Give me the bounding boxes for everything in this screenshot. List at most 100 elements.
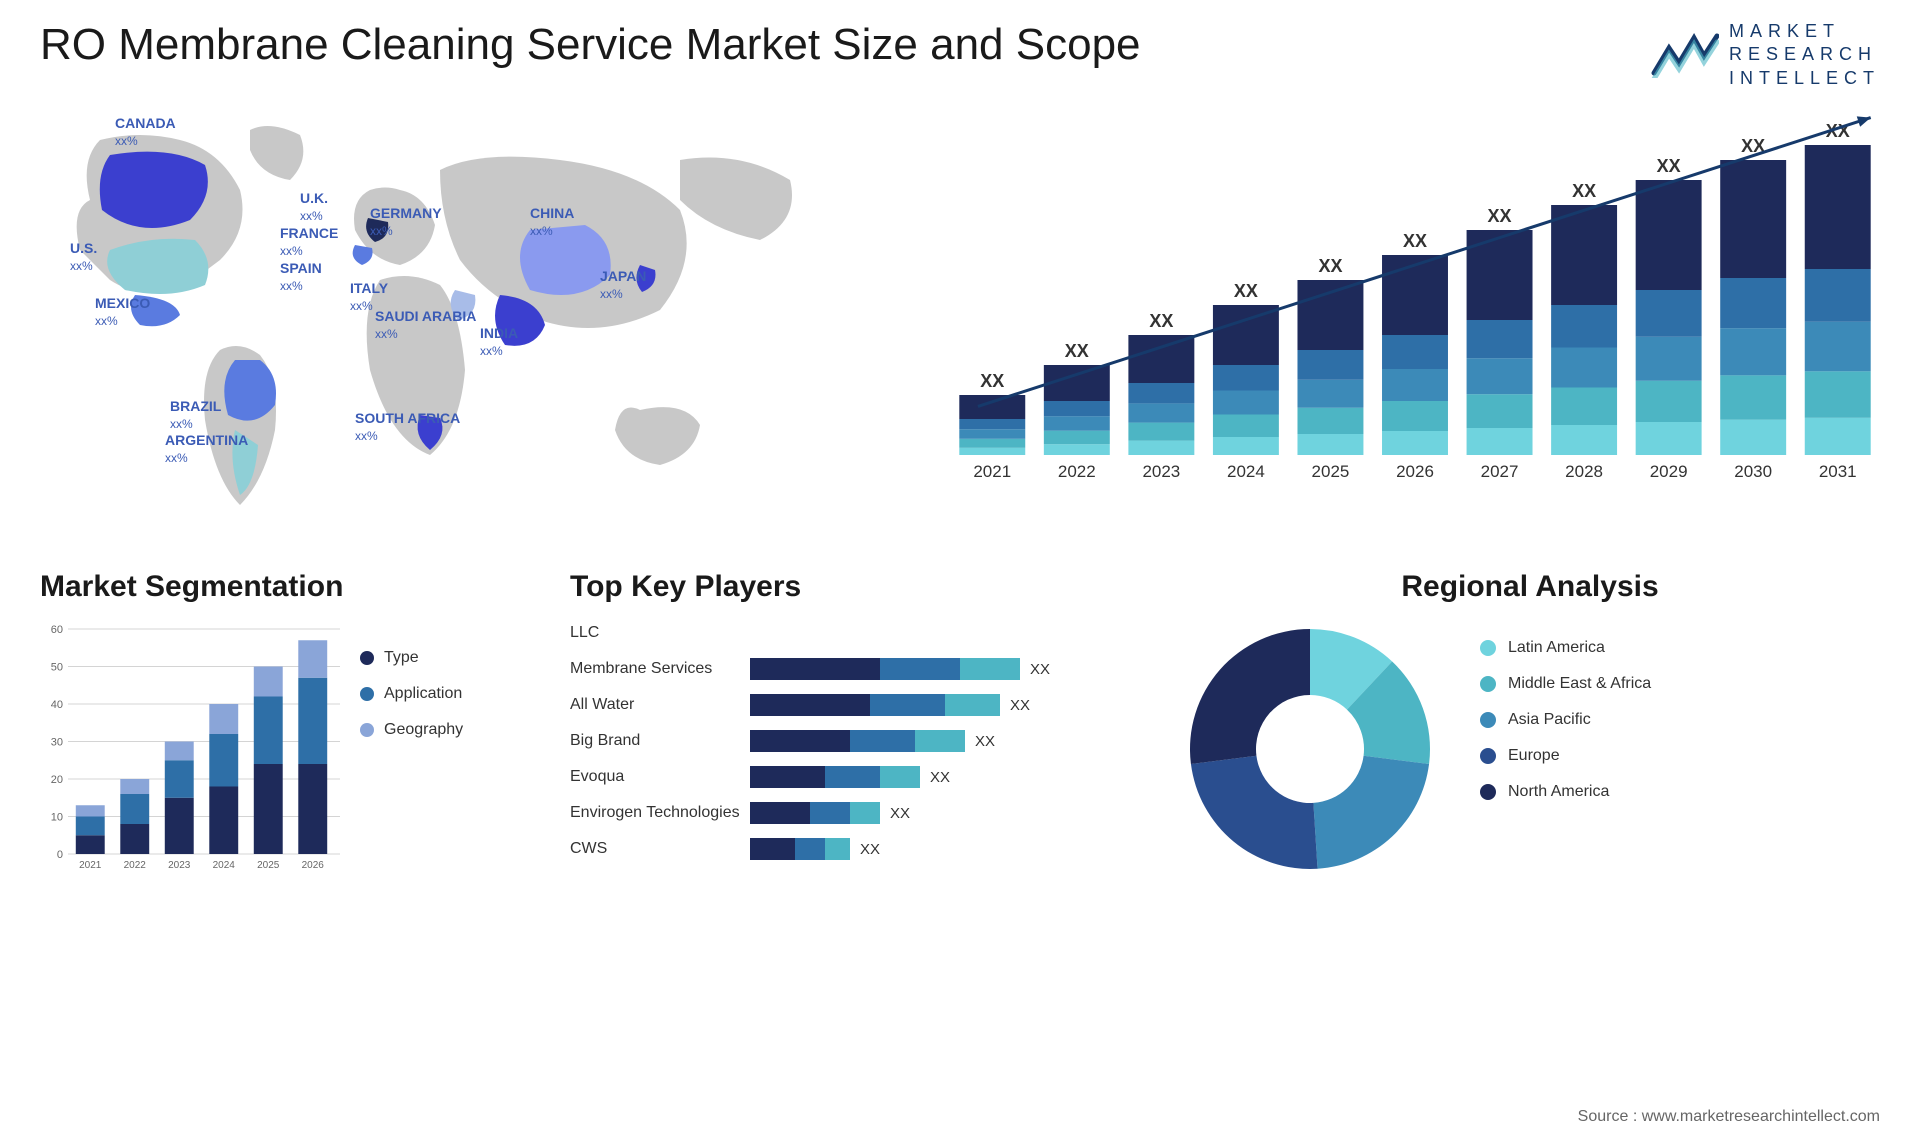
svg-text:2026: 2026 [302,860,325,871]
svg-text:2021: 2021 [973,462,1011,481]
map-label-mexico: MEXICOxx% [95,295,150,329]
svg-text:XX: XX [1488,206,1512,226]
svg-text:30: 30 [51,737,63,749]
world-map: CANADAxx%U.S.xx%MEXICOxx%BRAZILxx%ARGENT… [40,110,890,520]
player-name: LLC [570,624,750,642]
svg-text:2021: 2021 [79,860,102,871]
logo-line2: RESEARCH [1729,43,1880,66]
map-label-brazil: BRAZILxx% [170,398,221,432]
svg-text:2028: 2028 [1565,462,1603,481]
svg-text:XX: XX [1149,311,1173,331]
region-legend-item: North America [1480,783,1651,801]
map-label-india: INDIAxx% [480,325,518,359]
region-legend-item: Europe [1480,747,1651,765]
map-label-saudiarabia: SAUDI ARABIAxx% [375,308,476,342]
player-value: XX [930,769,950,786]
player-value: XX [860,841,880,858]
segmentation-title: Market Segmentation [40,570,520,604]
svg-text:2030: 2030 [1734,462,1772,481]
regional-donut [1180,619,1440,879]
segmentation-legend: Type Application Geography [360,619,463,879]
market-size-chart: XX 2021 XX 2022 XX 2023 XX 2024 XX 2025 XX 2026 XX 20… [950,110,1880,520]
player-name: All Water [570,696,750,714]
svg-text:2025: 2025 [1312,462,1350,481]
svg-text:2022: 2022 [1058,462,1096,481]
segmentation-chart: 0 10 20 30 40 50 60 2021 2022 2023 2024 2025 2026 [40,619,340,879]
player-value: XX [1030,661,1050,678]
svg-text:40: 40 [51,699,63,711]
map-label-uk: U.K.xx% [300,190,328,224]
svg-text:20: 20 [51,774,63,786]
logo-line1: MARKET [1729,20,1880,43]
player-bar [750,658,1020,680]
top-row: CANADAxx%U.S.xx%MEXICOxx%BRAZILxx%ARGENT… [40,110,1880,520]
svg-text:2022: 2022 [124,860,147,871]
page-title: RO Membrane Cleaning Service Market Size… [40,20,1141,70]
svg-text:2029: 2029 [1650,462,1688,481]
svg-text:2023: 2023 [168,860,191,871]
header: RO Membrane Cleaning Service Market Size… [40,20,1880,90]
map-label-japan: JAPANxx% [600,268,646,302]
segmentation-panel: Market Segmentation 0 10 20 30 40 50 60 2021 202… [40,570,520,879]
map-label-spain: SPAINxx% [280,260,322,294]
logo: MARKET RESEARCH INTELLECT [1649,20,1880,90]
regional-legend: Latin America Middle East & Africa Asia Pa… [1480,619,1651,801]
logo-line3: INTELLECT [1729,67,1880,90]
player-value: XX [975,733,995,750]
svg-text:XX: XX [1318,256,1342,276]
svg-text:10: 10 [51,812,63,824]
map-label-france: FRANCExx% [280,225,338,259]
region-legend-item: Middle East & Africa [1480,675,1651,693]
key-players-panel: Top Key Players LLC Membrane Services XX… [570,570,1130,879]
player-row: Big Brand XX [570,727,1130,755]
player-name: Big Brand [570,732,750,750]
svg-text:XX: XX [1065,341,1089,361]
svg-text:2023: 2023 [1142,462,1180,481]
seg-legend-application: Application [360,685,463,703]
map-label-canada: CANADAxx% [115,115,176,149]
svg-text:2027: 2027 [1481,462,1519,481]
regional-title: Regional Analysis [1180,570,1880,604]
player-row: LLC [570,619,1130,647]
map-label-argentina: ARGENTINAxx% [165,432,248,466]
svg-text:2031: 2031 [1819,462,1857,481]
svg-text:2024: 2024 [1227,462,1265,481]
svg-text:XX: XX [1403,231,1427,251]
region-legend-item: Latin America [1480,639,1651,657]
logo-icon [1649,28,1719,83]
svg-text:0: 0 [57,849,63,861]
player-name: CWS [570,840,750,858]
player-name: Evoqua [570,768,750,786]
player-bar [750,730,965,752]
svg-text:2024: 2024 [213,860,236,871]
key-players-title: Top Key Players [570,570,1130,604]
player-row: All Water XX [570,691,1130,719]
logo-text: MARKET RESEARCH INTELLECT [1729,20,1880,90]
bottom-row: Market Segmentation 0 10 20 30 40 50 60 2021 202… [40,570,1880,879]
regional-panel: Regional Analysis Latin America Middle Ea… [1180,570,1880,879]
svg-text:XX: XX [1572,181,1596,201]
player-value: XX [1010,697,1030,714]
player-bar [750,838,850,860]
player-bar [750,766,920,788]
player-row: CWS XX [570,835,1130,863]
map-label-china: CHINAxx% [530,205,574,239]
svg-text:60: 60 [51,624,63,636]
svg-text:XX: XX [1234,281,1258,301]
seg-legend-geography: Geography [360,721,463,739]
region-legend-item: Asia Pacific [1480,711,1651,729]
svg-text:2026: 2026 [1396,462,1434,481]
player-row: Evoqua XX [570,763,1130,791]
svg-text:50: 50 [51,662,63,674]
player-value: XX [890,805,910,822]
player-name: Envirogen Technologies [570,804,750,822]
key-players-chart: LLC Membrane Services XXAll Water XXBig … [570,619,1130,863]
map-label-germany: GERMANYxx% [370,205,442,239]
player-row: Membrane Services XX [570,655,1130,683]
svg-text:XX: XX [1657,156,1681,176]
svg-text:2025: 2025 [257,860,280,871]
player-name: Membrane Services [570,660,750,678]
seg-legend-type: Type [360,649,463,667]
player-bar [750,694,1000,716]
map-label-southafrica: SOUTH AFRICAxx% [355,410,460,444]
